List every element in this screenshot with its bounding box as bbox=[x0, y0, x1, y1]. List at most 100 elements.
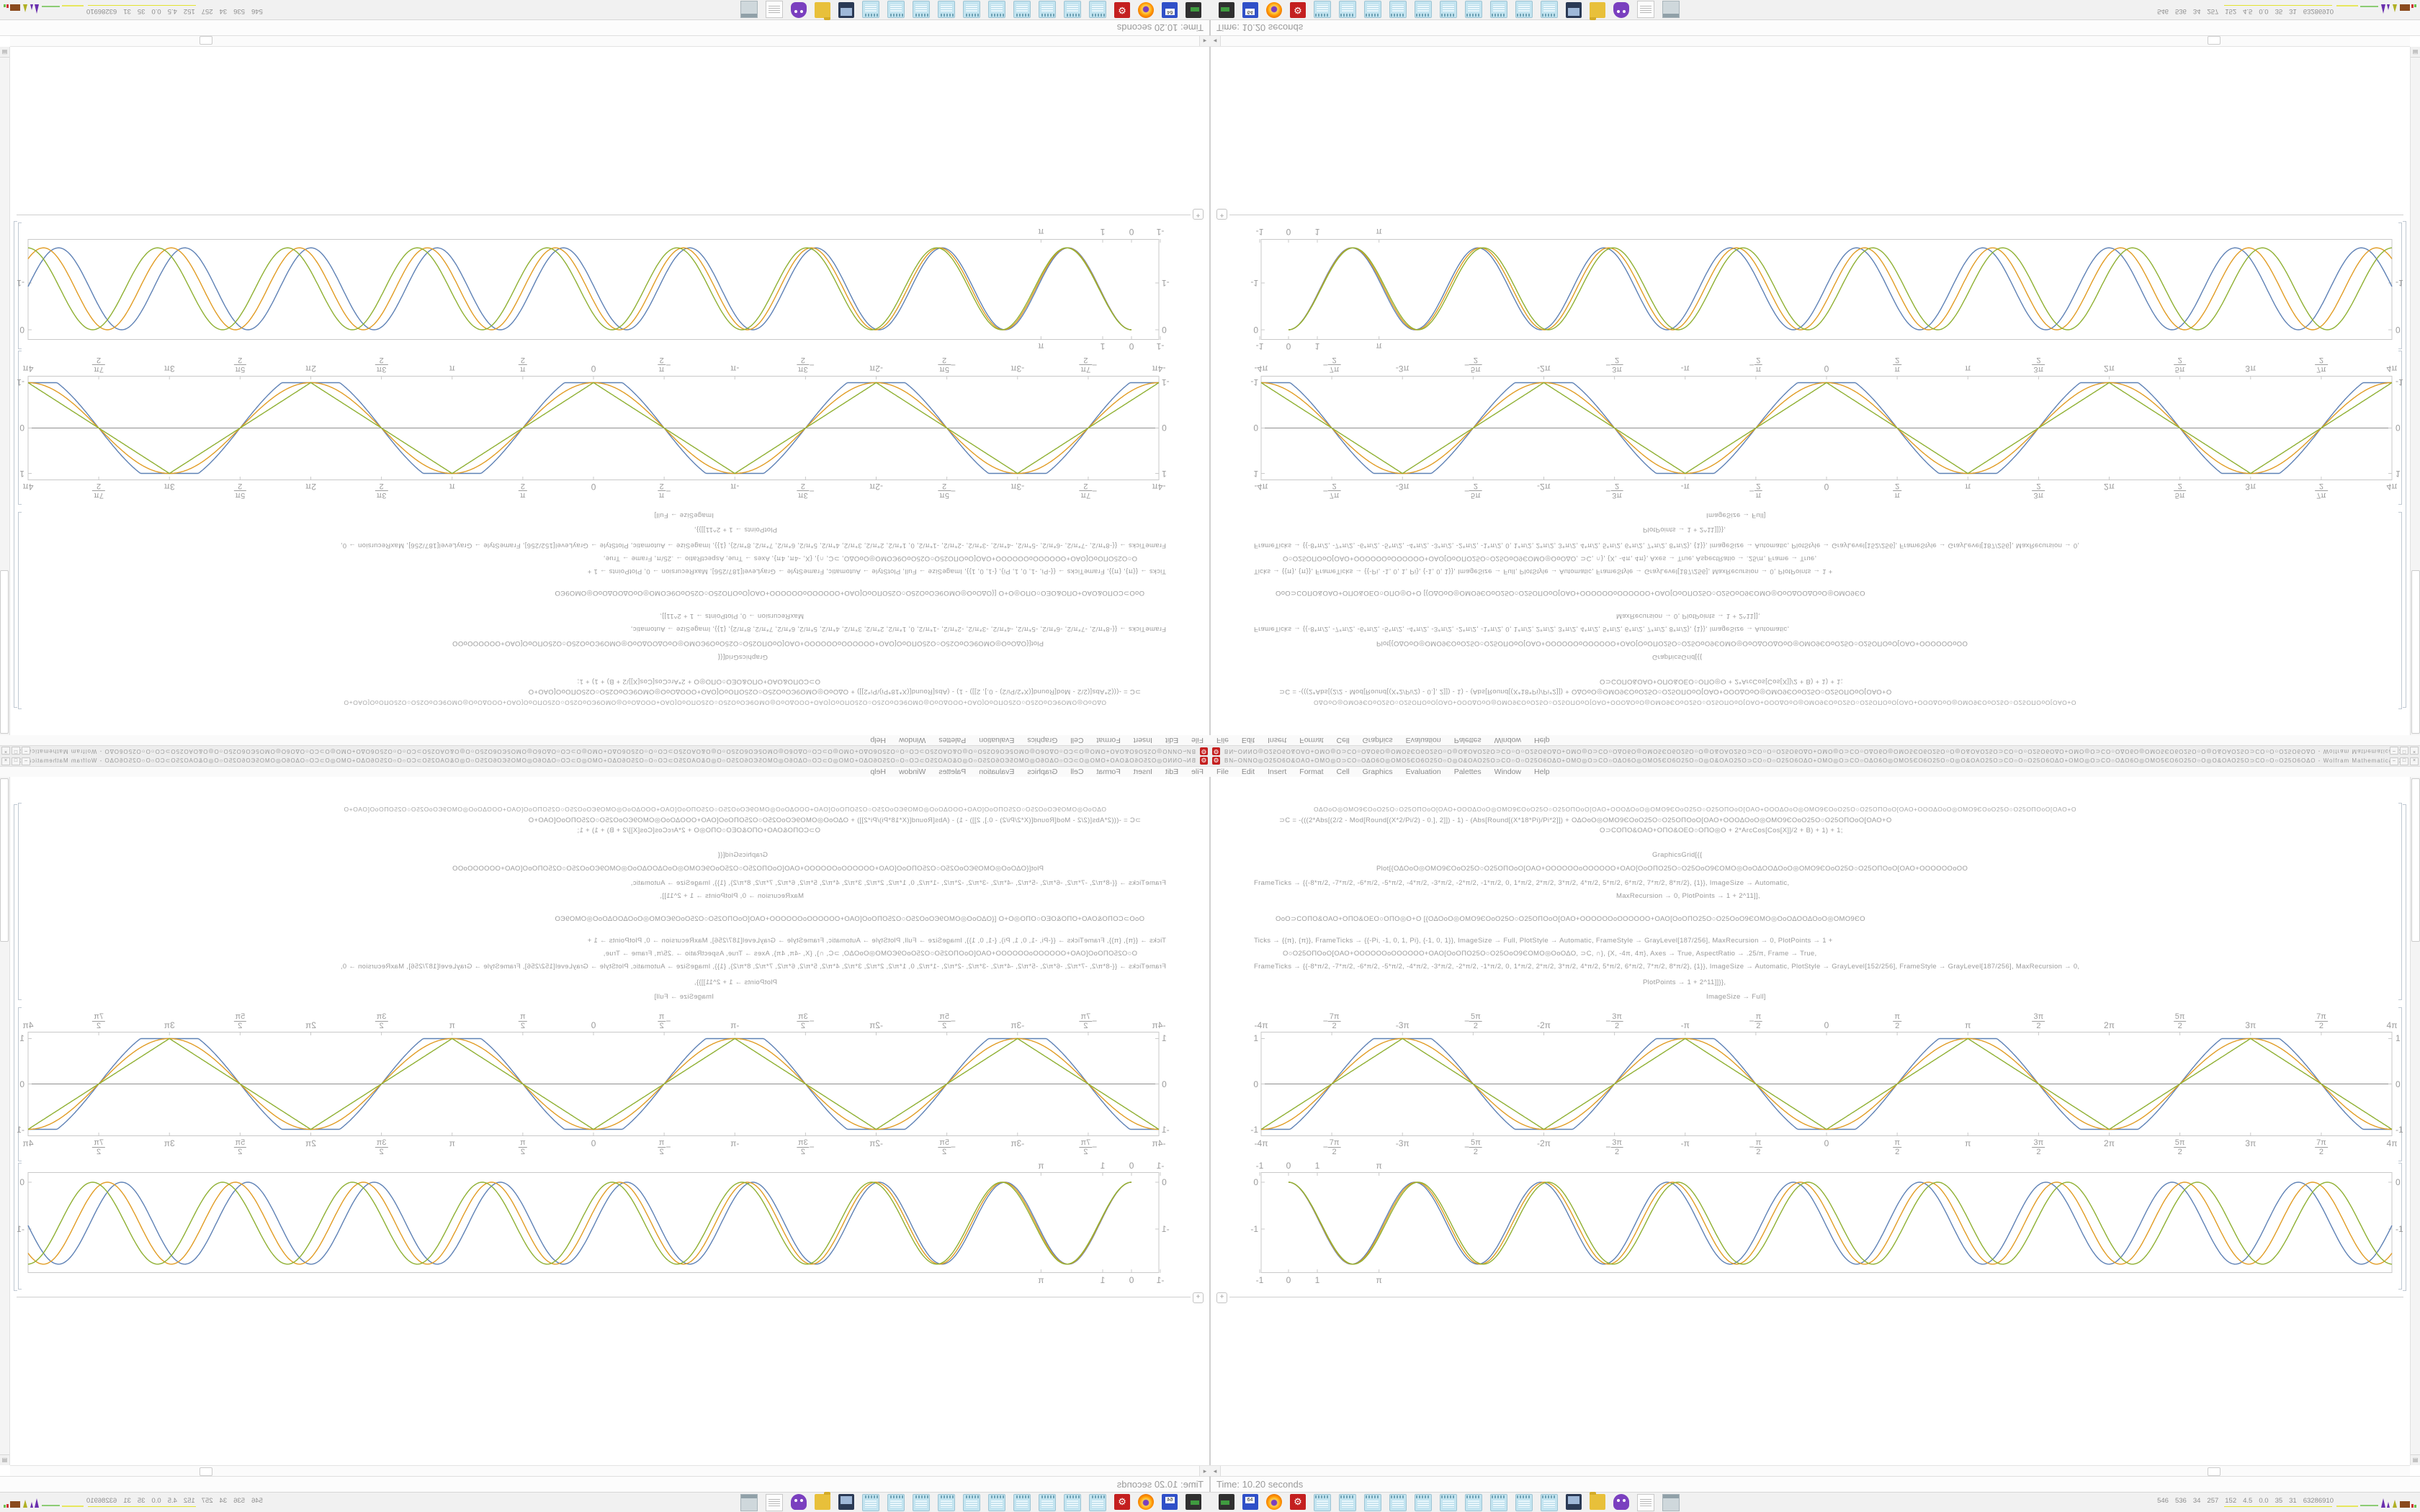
plot-1[interactable]: -4π −7π 2 -3π −5π 2 -2π −3π 2 -π − π 2 0 π 2 π 3π 2 2π 5π 2 3π… bbox=[17, 1012, 1170, 1164]
scrollbar-corner-icon[interactable]: ▤ bbox=[0, 1454, 9, 1465]
taskbar-notepad-icon[interactable] bbox=[1440, 1, 1457, 18]
code-line-6[interactable]: MaxRecursion → 0, PlotPoints → 1 + 2^11]… bbox=[660, 892, 804, 900]
taskbar-notepad-icon[interactable] bbox=[1515, 1494, 1533, 1511]
menu-item-evaluation[interactable]: Evaluation bbox=[979, 768, 1015, 776]
code-line-10[interactable]: FrameTicks → {{-8*π/2, -7*π/2, -6*π/2, -… bbox=[340, 963, 1166, 971]
menu-item-window[interactable]: Window bbox=[898, 736, 926, 744]
cell-bracket-code[interactable] bbox=[2398, 803, 2402, 1000]
taskbar-folder-icon[interactable] bbox=[1590, 1492, 1605, 1510]
taskbar-window-icon[interactable] bbox=[1662, 1494, 1680, 1511]
taskbar-notepad-icon[interactable] bbox=[1490, 1, 1507, 18]
menu-item-evaluation[interactable]: Evaluation bbox=[1405, 768, 1441, 776]
horizontal-scrollbar-thumb[interactable] bbox=[2208, 36, 2220, 45]
cell-bracket-code[interactable] bbox=[18, 803, 22, 1000]
taskbar-notepad-icon[interactable] bbox=[1013, 1494, 1031, 1511]
taskbar-notepad-icon[interactable] bbox=[1339, 1494, 1356, 1511]
code-line-9[interactable]: Ο○Ο25ΟΠΟοΟ[ΟΑΟ+ΟΟΟΟΟΟοΟΟΟΟΟΟ+ΟΑΟ[ΟοΟΠΟ25… bbox=[1283, 554, 1817, 562]
code-line-4[interactable]: Plot[{ΟΔΟοΟ◎ΟΜΟ9ЄΟοΟ25Ο○Ο25ΟΠΟοΟ[ΟΑΟ+ΟΟΟ… bbox=[452, 865, 1044, 873]
menu-item-file[interactable]: File bbox=[1191, 768, 1204, 776]
taskbar-ghost-icon[interactable] bbox=[791, 2, 807, 18]
code-line-11[interactable]: PlotPoints → 1 + 2^11]]}}, bbox=[694, 978, 777, 986]
code-line-2[interactable]: Ο⊃CΟΠΟ&ΟΑΟ+ΟΠΟ&ΟΕΟ○ΟΠΟ◎Ο + 2*ArcCos[Cos[… bbox=[577, 827, 820, 834]
vertical-scrollbar[interactable]: ▤ bbox=[2410, 777, 2420, 1465]
taskbar-notepad-icon[interactable] bbox=[1415, 1, 1432, 18]
taskbar-receipt-icon[interactable] bbox=[1637, 1494, 1654, 1511]
horizontal-scrollbar-thumb[interactable] bbox=[200, 1467, 212, 1476]
maximize-button[interactable]: □ bbox=[12, 747, 20, 755]
scrollbar-corner-icon[interactable]: ▤ bbox=[0, 47, 9, 58]
menu-item-edit[interactable]: Edit bbox=[1241, 768, 1255, 776]
vertical-scrollbar[interactable]: ▤ bbox=[0, 777, 10, 1465]
close-button[interactable]: × bbox=[2410, 747, 2419, 755]
code-line-1[interactable]: ⊃C = -(((2*Abs[(2/2 - Mod[Round[(X*2/Pi/… bbox=[1279, 816, 1892, 824]
taskbar-gear-icon[interactable]: ⚙ bbox=[1290, 2, 1306, 18]
menu-item-graphics[interactable]: Graphics bbox=[1362, 736, 1393, 744]
taskbar-notepad-icon[interactable] bbox=[887, 1, 905, 18]
close-button[interactable]: × bbox=[2410, 757, 2419, 765]
minimize-button[interactable]: – bbox=[22, 757, 30, 765]
taskbar-terminal-icon[interactable] bbox=[1219, 1494, 1234, 1510]
taskbar-notepad-icon[interactable] bbox=[1089, 1, 1106, 18]
menu-item-insert[interactable]: Insert bbox=[1133, 768, 1152, 776]
scroll-left-arrow-icon[interactable]: ◂ bbox=[1199, 36, 1210, 46]
code-line-10[interactable]: FrameTicks → {{-8*π/2, -7*π/2, -6*π/2, -… bbox=[340, 541, 1166, 549]
code-line-11[interactable]: PlotPoints → 1 + 2^11]]}}, bbox=[1643, 978, 1726, 986]
taskbar-floppy64-icon[interactable] bbox=[1242, 1494, 1258, 1510]
insert-cell-plus-icon[interactable]: + bbox=[1193, 209, 1204, 220]
code-line-3[interactable]: GraphicsGrid[{{ bbox=[1652, 653, 1703, 661]
taskbar-notepad-icon[interactable] bbox=[1064, 1, 1081, 18]
code-line-3[interactable]: GraphicsGrid[{{ bbox=[717, 653, 768, 661]
menu-item-file[interactable]: File bbox=[1216, 768, 1229, 776]
menu-item-help[interactable]: Help bbox=[870, 736, 886, 744]
cell-bracket-outer[interactable] bbox=[2403, 221, 2406, 708]
menu-item-format[interactable]: Format bbox=[1299, 736, 1324, 744]
code-line-2[interactable]: Ο⊃CΟΠΟ&ΟΑΟ+ΟΠΟ&ΟΕΟ○ΟΠΟ◎Ο + 2*ArcCos[Cos[… bbox=[1600, 678, 1843, 685]
taskbar-monitor-icon[interactable] bbox=[1566, 2, 1582, 18]
horizontal-scrollbar[interactable]: ◂ bbox=[10, 1465, 1210, 1477]
taskbar-notepad-icon[interactable] bbox=[1389, 1, 1407, 18]
maximize-button[interactable]: □ bbox=[2400, 757, 2408, 765]
code-line-6[interactable]: MaxRecursion → 0, PlotPoints → 1 + 2^11]… bbox=[1616, 892, 1760, 900]
code-line-6[interactable]: MaxRecursion → 0, PlotPoints → 1 + 2^11]… bbox=[660, 612, 804, 620]
taskbar-floppy64-icon[interactable] bbox=[1162, 2, 1178, 18]
code-line-0[interactable]: ΟΔΟοΟ◎ΟΜΟ9ЄΟοΟ25Ο○Ο25ΟΠΟοΟ[ΟΑΟ+ΟΟΟΔΟοΟ◎Ο… bbox=[1314, 699, 2077, 706]
insert-cell-plus-icon[interactable]: + bbox=[1216, 209, 1227, 220]
code-line-10[interactable]: FrameTicks → {{-8*π/2, -7*π/2, -6*π/2, -… bbox=[1254, 541, 2080, 549]
taskbar-notepad-icon[interactable] bbox=[988, 1, 1005, 18]
menu-item-insert[interactable]: Insert bbox=[1268, 736, 1287, 744]
taskbar-firefox-icon[interactable] bbox=[1266, 1494, 1282, 1510]
taskbar-notepad-icon[interactable] bbox=[963, 1494, 980, 1511]
plot-1[interactable]: -4π −7π 2 -3π −5π 2 -2π −3π 2 -π − π 2 0 π 2 π 3π 2 2π 5π 2 3π… bbox=[17, 348, 1170, 500]
scroll-left-arrow-icon[interactable]: ◂ bbox=[1210, 36, 1221, 46]
taskbar-notepad-icon[interactable] bbox=[862, 1, 879, 18]
code-line-5[interactable]: FrameTicks → {{-8*π/2, -7*π/2, -6*π/2, -… bbox=[1254, 625, 1790, 633]
taskbar-terminal-icon[interactable] bbox=[1186, 2, 1201, 18]
maximize-button[interactable]: □ bbox=[2400, 747, 2408, 755]
taskbar-folder-icon[interactable] bbox=[1590, 2, 1605, 18]
code-line-2[interactable]: Ο⊃CΟΠΟ&ΟΑΟ+ΟΠΟ&ΟΕΟ○ΟΠΟ◎Ο + 2*ArcCos[Cos[… bbox=[1600, 827, 1843, 834]
taskbar-window-icon[interactable] bbox=[740, 1, 758, 18]
menu-item-cell[interactable]: Cell bbox=[1336, 736, 1350, 744]
code-line-0[interactable]: ΟΔΟοΟ◎ΟΜΟ9ЄΟοΟ25Ο○Ο25ΟΠΟοΟ[ΟΑΟ+ΟΟΟΔΟοΟ◎Ο… bbox=[343, 806, 1106, 813]
taskbar-notepad-icon[interactable] bbox=[1339, 1, 1356, 18]
taskbar-floppy64-icon[interactable] bbox=[1162, 1494, 1178, 1510]
cell-bracket-code[interactable] bbox=[2398, 512, 2402, 709]
close-button[interactable]: × bbox=[1, 757, 10, 765]
menu-item-evaluation[interactable]: Evaluation bbox=[1405, 736, 1441, 744]
menu-item-help[interactable]: Help bbox=[1534, 736, 1550, 744]
taskbar-notepad-icon[interactable] bbox=[887, 1494, 905, 1511]
code-line-7[interactable]: ΟοΟ⊃CΟΠΟ&ΟΑΟ+ΟΠΟ&ΟΕΟ○ΟΠΟ◎Ο+Ο [{ΟΔΟοΟ◎ΟΜΟ… bbox=[1276, 589, 1865, 597]
menu-item-help[interactable]: Help bbox=[870, 768, 886, 776]
menu-item-palettes[interactable]: Palettes bbox=[938, 736, 967, 744]
cell-bracket-plot1[interactable] bbox=[2398, 1007, 2402, 1161]
taskbar-notepad-icon[interactable] bbox=[988, 1494, 1005, 1511]
maximize-button[interactable]: □ bbox=[12, 757, 20, 765]
code-line-12[interactable]: ImageSize → Full] bbox=[654, 511, 714, 519]
code-line-7[interactable]: ΟοΟ⊃CΟΠΟ&ΟΑΟ+ΟΠΟ&ΟΕΟ○ΟΠΟ◎Ο+Ο [{ΟΔΟοΟ◎ΟΜΟ… bbox=[1276, 915, 1865, 923]
plot-2[interactable]: -1 0 1 π -1 0 1 π 0 0 -1 -1 bbox=[1250, 1159, 2403, 1293]
code-line-2[interactable]: Ο⊃CΟΠΟ&ΟΑΟ+ΟΠΟ&ΟΕΟ○ΟΠΟ◎Ο + 2*ArcCos[Cos[… bbox=[577, 678, 820, 685]
horizontal-scrollbar[interactable]: ◂ bbox=[1210, 35, 2410, 47]
taskbar-floppy64-icon[interactable] bbox=[1242, 2, 1258, 18]
taskbar-notepad-icon[interactable] bbox=[1541, 1, 1558, 18]
menu-item-evaluation[interactable]: Evaluation bbox=[979, 736, 1015, 744]
